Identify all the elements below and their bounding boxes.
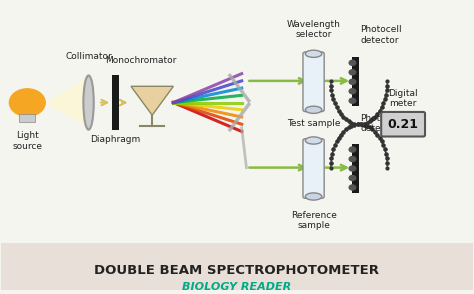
Circle shape	[349, 185, 356, 190]
Ellipse shape	[305, 193, 322, 200]
Circle shape	[349, 147, 356, 152]
Text: Light
source: Light source	[12, 131, 42, 151]
FancyBboxPatch shape	[1, 243, 473, 292]
Polygon shape	[45, 77, 89, 128]
Text: DOUBLE BEAM SPECTROPHOTOMETER: DOUBLE BEAM SPECTROPHOTOMETER	[94, 264, 380, 277]
Circle shape	[9, 89, 45, 116]
Circle shape	[349, 89, 356, 94]
Text: Diaphragm: Diaphragm	[91, 135, 141, 144]
Circle shape	[349, 70, 356, 75]
Text: Digital
meter: Digital meter	[388, 88, 418, 108]
Text: 0.21: 0.21	[388, 118, 419, 131]
Text: BIOLOGY READER: BIOLOGY READER	[182, 282, 292, 292]
Circle shape	[349, 166, 356, 171]
FancyBboxPatch shape	[353, 57, 359, 106]
FancyBboxPatch shape	[19, 114, 36, 122]
Circle shape	[349, 79, 356, 84]
Text: Wavelength
selector: Wavelength selector	[287, 20, 340, 39]
FancyBboxPatch shape	[112, 76, 118, 130]
Circle shape	[349, 98, 356, 103]
Text: Reference
sample: Reference sample	[291, 211, 337, 230]
FancyBboxPatch shape	[381, 112, 425, 136]
FancyBboxPatch shape	[353, 144, 359, 193]
FancyBboxPatch shape	[303, 139, 324, 198]
Text: Collimator: Collimator	[65, 52, 112, 61]
Ellipse shape	[305, 137, 322, 144]
Text: Photocell
detector: Photocell detector	[360, 25, 402, 45]
Circle shape	[349, 156, 356, 161]
Text: Photocell
detector: Photocell detector	[360, 114, 402, 133]
Text: Monochromator: Monochromator	[105, 56, 176, 65]
Ellipse shape	[305, 106, 322, 113]
FancyBboxPatch shape	[303, 52, 324, 112]
Circle shape	[349, 176, 356, 181]
Ellipse shape	[305, 50, 322, 57]
Ellipse shape	[83, 76, 94, 130]
Polygon shape	[131, 86, 173, 115]
Text: Test sample: Test sample	[287, 119, 340, 128]
Circle shape	[349, 60, 356, 65]
